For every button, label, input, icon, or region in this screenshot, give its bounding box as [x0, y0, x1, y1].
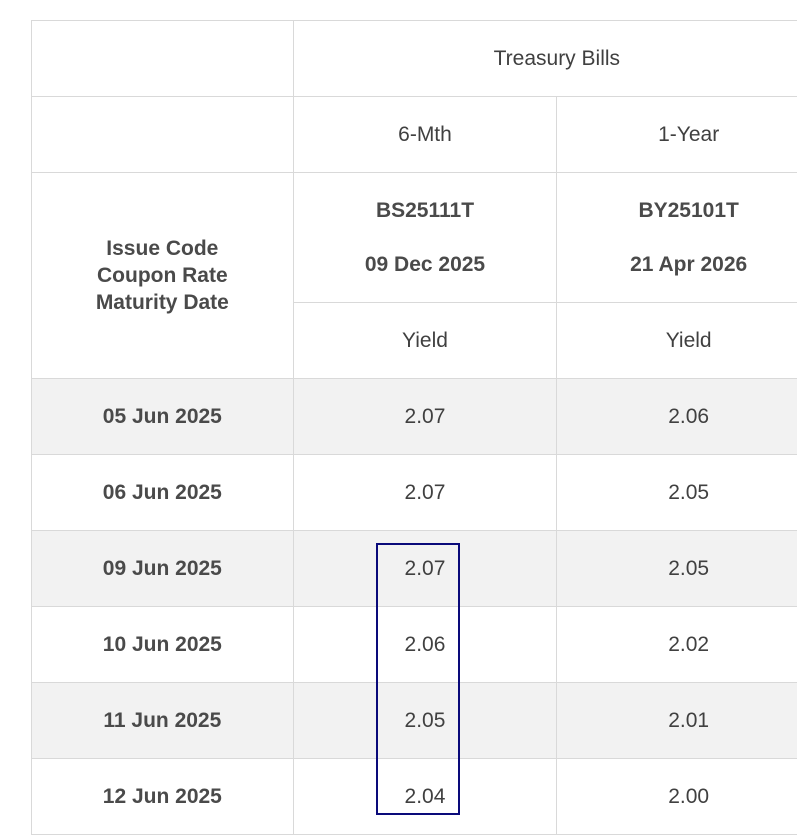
table-row: 06 Jun 2025 2.07 2.05 [32, 455, 797, 531]
issue-code: BS25111T [294, 197, 557, 224]
yield-1-year: 2.01 [557, 683, 797, 759]
tenor-6-month: 6-Mth [293, 97, 557, 173]
group-header-row: Treasury Bills [32, 21, 797, 97]
yield-6-month: 2.04 [293, 759, 557, 835]
issue-code-row: Issue Code Coupon Rate Maturity Date BS2… [32, 173, 797, 303]
yield-1-year: 2.02 [557, 607, 797, 683]
yield-6-month: 2.07 [293, 379, 557, 455]
yield-6-month: 2.06 [293, 607, 557, 683]
yields-table: Treasury Bills 6-Mth 1-Year Issue Code C… [31, 20, 797, 835]
row-header-labels: Issue Code Coupon Rate Maturity Date [32, 173, 294, 379]
yield-1-year: 2.00 [557, 759, 797, 835]
row-date: 12 Jun 2025 [32, 759, 294, 835]
row-date: 10 Jun 2025 [32, 607, 294, 683]
row-date: 06 Jun 2025 [32, 455, 294, 531]
table-row: 11 Jun 2025 2.05 2.01 [32, 683, 797, 759]
issue-cell-1-year: BY25101T 21 Apr 2026 [557, 173, 797, 303]
maturity-date: 21 Apr 2026 [557, 251, 797, 278]
empty-header-cell [32, 21, 294, 97]
yield-1-year: 2.05 [557, 455, 797, 531]
tenor-row: 6-Mth 1-Year [32, 97, 797, 173]
row-date: 05 Jun 2025 [32, 379, 294, 455]
yield-6-month: 2.05 [293, 683, 557, 759]
table-row: 09 Jun 2025 2.07 2.05 [32, 531, 797, 607]
yield-1-year: 2.06 [557, 379, 797, 455]
maturity-date-label: Maturity Date [32, 289, 293, 316]
yield-label-6-month: Yield [293, 303, 557, 379]
coupon-rate-label: Coupon Rate [32, 262, 293, 289]
issue-code-label: Issue Code [32, 235, 293, 262]
table-row: 05 Jun 2025 2.07 2.06 [32, 379, 797, 455]
issue-code: BY25101T [557, 197, 797, 224]
row-date: 09 Jun 2025 [32, 531, 294, 607]
yield-label-1-year: Yield [557, 303, 797, 379]
treasury-bills-header: Treasury Bills [293, 21, 797, 97]
yield-6-month: 2.07 [293, 531, 557, 607]
table-row: 10 Jun 2025 2.06 2.02 [32, 607, 797, 683]
tenor-1-year: 1-Year [557, 97, 797, 173]
yield-6-month: 2.07 [293, 455, 557, 531]
empty-header-cell [32, 97, 294, 173]
yield-1-year: 2.05 [557, 531, 797, 607]
issue-cell-6-month: BS25111T 09 Dec 2025 [293, 173, 557, 303]
row-date: 11 Jun 2025 [32, 683, 294, 759]
maturity-date: 09 Dec 2025 [294, 251, 557, 278]
table-row: 12 Jun 2025 2.04 2.00 [32, 759, 797, 835]
